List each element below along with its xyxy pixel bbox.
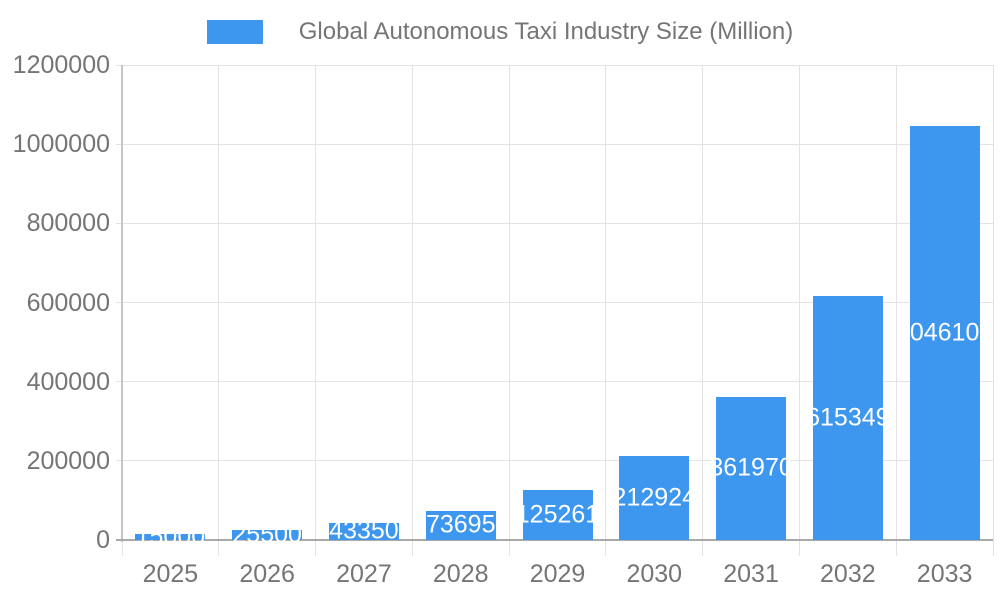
bar-value-label: 43350 — [329, 516, 399, 545]
bar[interactable] — [716, 396, 787, 540]
bar[interactable] — [812, 296, 883, 540]
x-axis-tick-label: 2026 — [239, 560, 295, 588]
x-gridline — [315, 65, 317, 556]
bar[interactable] — [135, 534, 206, 540]
x-axis-tick-label: 2031 — [723, 560, 779, 588]
x-axis-tick-label: 2033 — [916, 560, 973, 588]
x-axis-tick-label: 2028 — [432, 560, 489, 588]
x-axis-tick-label: 2032 — [820, 560, 876, 588]
bar-value-label: 73695 — [425, 510, 496, 539]
x-gridline — [605, 65, 607, 556]
x-gridline — [508, 65, 510, 556]
y-axis-tick-label: 0 — [96, 526, 110, 554]
y-axis-tick-label: 600000 — [26, 288, 110, 317]
y-gridline — [116, 302, 993, 303]
bar-value-label: 1046105 — [895, 318, 994, 347]
legend: Global Autonomous Taxi Industry Size (Mi… — [0, 18, 1000, 46]
bar[interactable] — [619, 455, 690, 540]
y-gridline — [116, 143, 993, 145]
y-axis-tick-label: 1000000 — [12, 130, 110, 159]
x-gridline — [895, 65, 897, 556]
y-gridline — [116, 381, 993, 383]
legend-item[interactable]: Global Autonomous Taxi Industry Size (Mi… — [206, 18, 794, 46]
bar-value-label: 615349 — [806, 403, 890, 432]
y-axis-tick-label: 800000 — [26, 209, 110, 238]
bar-value-label: 361970 — [709, 453, 793, 482]
x-gridline — [218, 65, 220, 556]
x-gridline — [992, 65, 994, 556]
legend-label: Global Autonomous Taxi Industry Size (Mi… — [298, 18, 794, 45]
x-axis-tick-label: 2025 — [142, 560, 199, 588]
bar-value-label: 212924 — [612, 483, 696, 512]
y-gridline — [116, 460, 993, 462]
y-axis-line — [121, 65, 123, 542]
bar[interactable] — [328, 522, 399, 540]
x-axis-tick-label: 2027 — [336, 560, 392, 588]
y-axis-tick-label: 1200000 — [12, 51, 110, 79]
bar-value-label: 15000 — [135, 522, 206, 551]
y-axis-tick-label: 200000 — [26, 446, 110, 475]
y-axis-tick-label: 400000 — [26, 367, 110, 396]
bar[interactable] — [425, 510, 496, 540]
y-gridline — [116, 222, 993, 224]
bar[interactable] — [522, 490, 593, 540]
bar[interactable] — [909, 125, 980, 540]
legend-swatch-icon — [206, 20, 263, 44]
x-axis-tick-label: 2030 — [626, 560, 683, 588]
x-axis-tick-label: 2029 — [529, 560, 586, 588]
x-gridline — [798, 65, 800, 556]
x-axis-line — [116, 539, 993, 541]
x-gridline — [702, 65, 704, 556]
bar[interactable] — [232, 529, 303, 540]
y-gridline — [116, 64, 993, 66]
bar-value-label: 125261 — [515, 500, 600, 529]
bar-value-label: 25500 — [232, 520, 302, 549]
x-gridline — [411, 65, 413, 556]
